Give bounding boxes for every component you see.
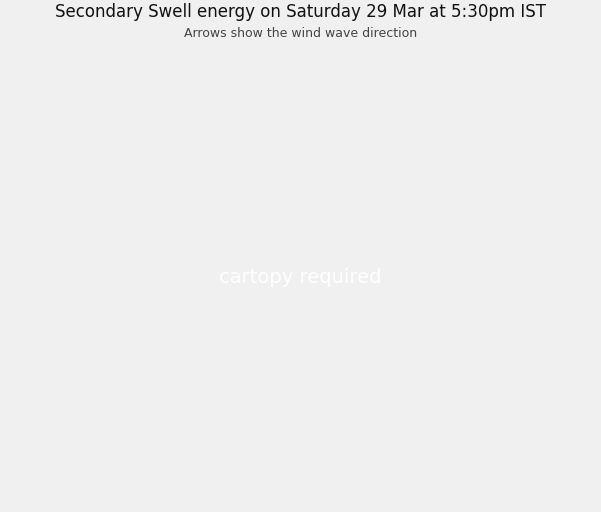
Text: Arrows show the wind wave direction: Arrows show the wind wave direction [184, 28, 417, 40]
Text: cartopy required: cartopy required [219, 268, 382, 287]
Text: Secondary Swell energy on Saturday 29 Mar at 5:30pm IST: Secondary Swell energy on Saturday 29 Ma… [55, 3, 546, 21]
